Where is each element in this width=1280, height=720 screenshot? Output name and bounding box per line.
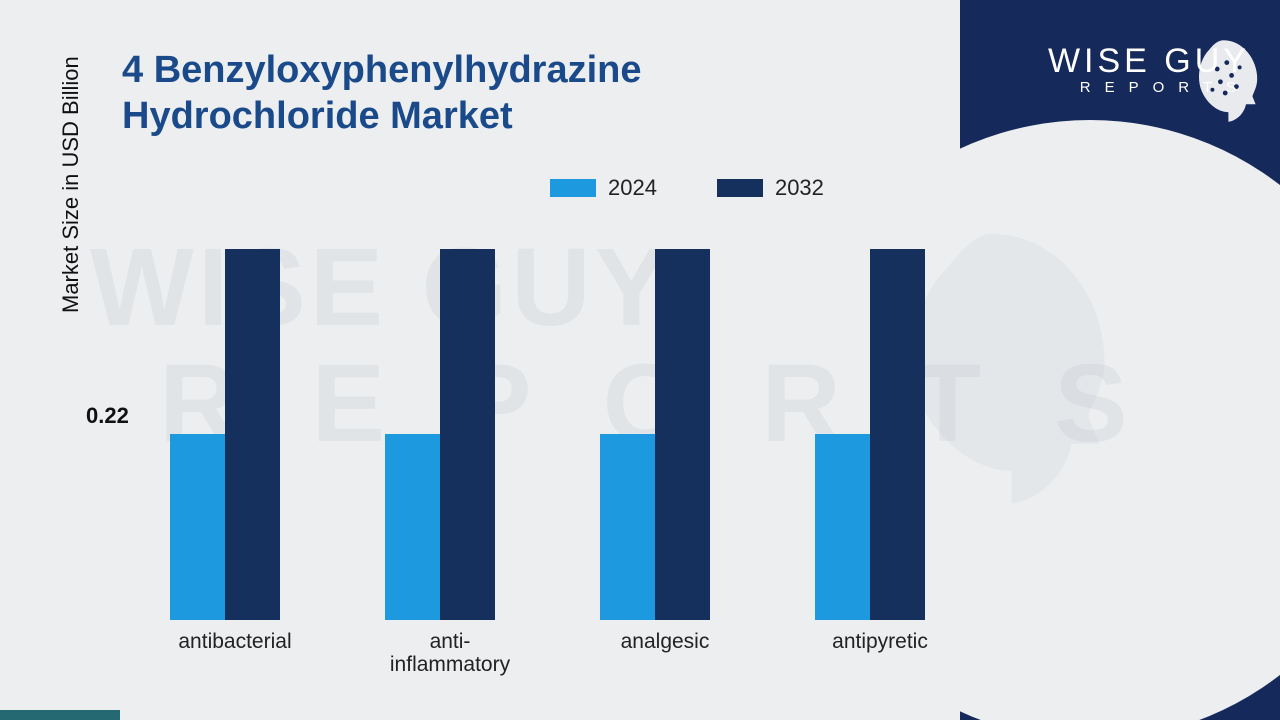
legend-label-1: 2032 [775,175,824,201]
bottom-accent-strip [0,710,120,720]
brand-logo: WISE GUY REPORTS [1048,42,1250,96]
bar [870,249,925,620]
bar [655,249,710,620]
x-category-label: anti-inflammatory [370,630,530,676]
legend-item-0: 2024 [550,175,657,201]
bar [170,434,225,620]
plot-area: antibacterialanti-inflammatoryanalgesica… [130,230,1000,620]
bar [600,434,655,620]
chart-legend: 2024 2032 [550,175,824,201]
bar [225,249,280,620]
brand-name-line2: REPORTS [1048,79,1250,96]
legend-label-0: 2024 [608,175,657,201]
legend-swatch-1 [717,179,763,197]
bars-container: antibacterialanti-inflammatoryanalgesica… [130,230,1000,620]
y-axis-label: Market Size in USD Billion [58,56,84,313]
bar [815,434,870,620]
y-tick-label: 0.22 [86,403,129,429]
chart-canvas: WISE GUY R E P O R T S 4 Benzyloxyphenyl… [0,0,1280,720]
legend-item-1: 2032 [717,175,824,201]
legend-swatch-0 [550,179,596,197]
chart-title: 4 Benzyloxyphenylhydrazine Hydrochloride… [122,48,762,139]
x-category-label: antipyretic [800,630,960,653]
bar [440,249,495,620]
bar [385,434,440,620]
x-category-label: analgesic [585,630,745,653]
x-category-label: antibacterial [155,630,315,653]
brand-name-line1: WISE GUY [1048,42,1250,81]
